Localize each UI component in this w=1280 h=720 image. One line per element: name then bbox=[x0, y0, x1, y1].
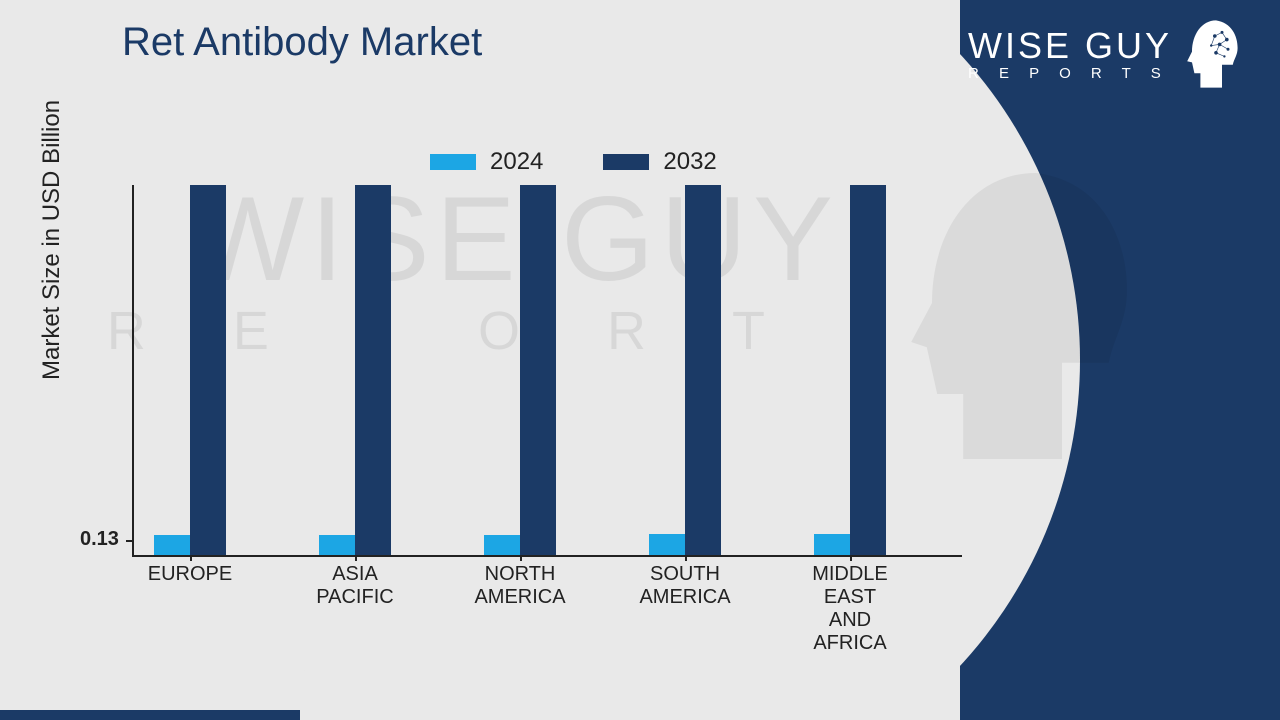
y-axis-label: Market Size in USD Billion bbox=[38, 100, 66, 380]
x-tick-label: EUROPE bbox=[115, 563, 265, 586]
legend: 2024 2032 bbox=[430, 148, 717, 176]
brand-head-icon bbox=[1180, 18, 1240, 90]
y-tick-mark bbox=[126, 540, 132, 542]
x-tick-mark bbox=[355, 555, 357, 561]
brand-block: WISE GUY R E P O R T S bbox=[968, 18, 1258, 90]
brand-line1: WISE GUY bbox=[968, 28, 1172, 64]
x-tick-mark bbox=[190, 555, 192, 561]
bar-group bbox=[484, 185, 556, 555]
brand-line2: R E P O R T S bbox=[968, 66, 1172, 81]
y-tick-label: 0.13 bbox=[80, 528, 119, 551]
bar-2032 bbox=[355, 185, 391, 555]
bar-2024 bbox=[319, 535, 355, 555]
bar-group bbox=[814, 185, 886, 555]
x-tick-mark bbox=[685, 555, 687, 561]
legend-label-2024: 2024 bbox=[490, 148, 543, 176]
legend-item-2024: 2024 bbox=[430, 148, 543, 176]
x-tick-mark bbox=[520, 555, 522, 561]
legend-label-2032: 2032 bbox=[663, 148, 716, 176]
x-tick-mark bbox=[850, 555, 852, 561]
bar-2024 bbox=[154, 535, 190, 555]
bar-2032 bbox=[850, 185, 886, 555]
legend-swatch-2032 bbox=[603, 154, 649, 170]
legend-swatch-2024 bbox=[430, 154, 476, 170]
legend-item-2032: 2032 bbox=[603, 148, 716, 176]
y-axis-line bbox=[132, 185, 134, 555]
x-axis-line bbox=[132, 555, 962, 557]
bar-2024 bbox=[814, 534, 850, 555]
bar-group bbox=[319, 185, 391, 555]
bar-2032 bbox=[190, 185, 226, 555]
plot-area bbox=[132, 185, 962, 555]
chart-title: Ret Antibody Market bbox=[122, 20, 482, 65]
stage: WISE GUY R E P O R T S WISE GUY R E P O … bbox=[0, 0, 1280, 720]
bar-2024 bbox=[649, 534, 685, 555]
x-tick-label: NORTH AMERICA bbox=[445, 563, 595, 609]
bar-group bbox=[649, 185, 721, 555]
x-tick-label: SOUTH AMERICA bbox=[610, 563, 760, 609]
bar-2032 bbox=[685, 185, 721, 555]
bar-2024 bbox=[484, 535, 520, 555]
x-tick-label: MIDDLE EAST AND AFRICA bbox=[775, 563, 925, 655]
bottom-accent-strip bbox=[0, 710, 300, 720]
bar-2032 bbox=[520, 185, 556, 555]
x-tick-label: ASIA PACIFIC bbox=[280, 563, 430, 609]
bar-group bbox=[154, 185, 226, 555]
